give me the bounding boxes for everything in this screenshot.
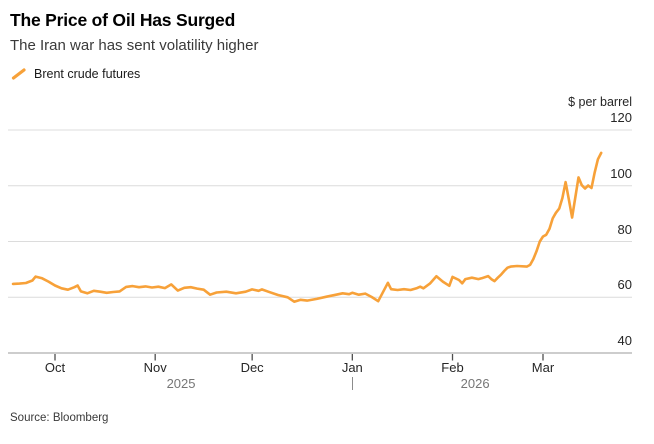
legend-label: Brent crude futures — [34, 67, 141, 81]
chart-subtitle: The Iran war has sent volatility higher — [10, 37, 259, 54]
chart-title: The Price of Oil Has Surged — [10, 10, 236, 30]
series-line-brent-crude — [11, 151, 603, 304]
source-note: Source: Bloomberg — [10, 412, 109, 424]
y-axis-unit-label: $ per barrel — [568, 95, 632, 109]
legend: Brent crude futures — [11, 67, 140, 81]
line-series-swatch-icon — [11, 68, 26, 80]
